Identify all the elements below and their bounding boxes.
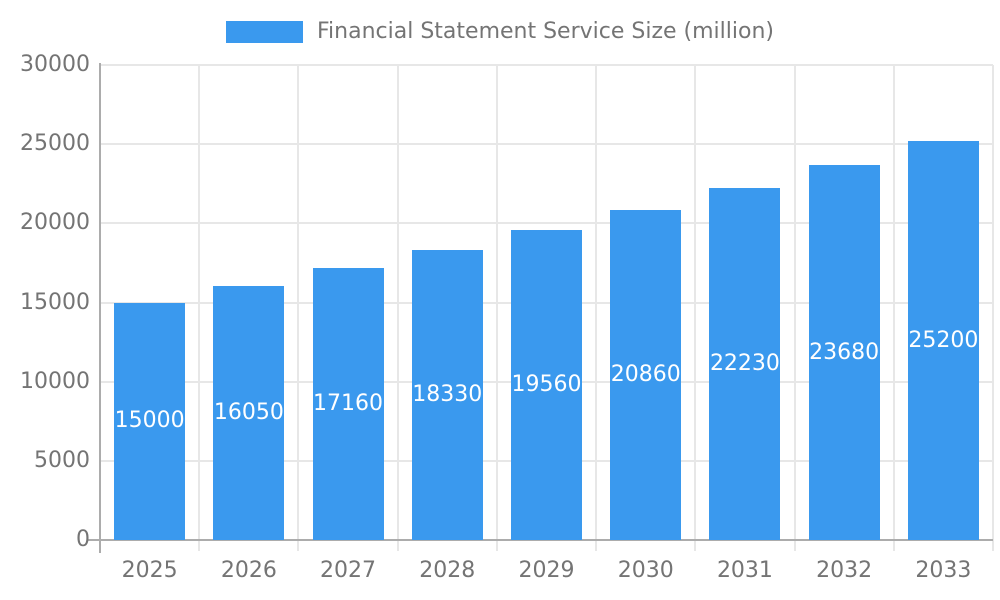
bar-value-label: 22230	[709, 351, 780, 376]
x-axis-tick	[892, 540, 895, 551]
bar-value-label: 16050	[213, 399, 284, 425]
bar[interactable]	[312, 268, 384, 540]
legend-label: Financial Statement Service Size (millio…	[317, 19, 774, 44]
y-axis-tick-label: 10000	[20, 368, 90, 394]
x-axis-tick-label: 2029	[518, 558, 575, 583]
x-axis-tick-label: 2027	[320, 558, 377, 583]
x-axis-tick	[495, 540, 498, 551]
x-axis-tick-label: 2025	[121, 558, 178, 583]
gridline-vertical	[396, 65, 399, 540]
gridline-horizontal	[100, 64, 993, 66]
gridline-horizontal	[100, 143, 993, 146]
x-axis-tick	[992, 540, 994, 551]
bar[interactable]	[114, 302, 186, 540]
x-axis-tick	[396, 540, 399, 551]
bar-value-label: 19560	[511, 372, 582, 398]
bar-value-label: 25200	[908, 327, 979, 353]
legend-swatch	[226, 21, 303, 43]
y-axis-tick-label: 5000	[34, 447, 90, 473]
x-axis-tick-label: 2028	[419, 558, 476, 583]
y-axis-tick-label: 15000	[20, 289, 90, 315]
y-axis-tick-label: 30000	[20, 52, 90, 77]
bar[interactable]	[610, 209, 682, 540]
bar[interactable]	[511, 230, 582, 540]
y-axis-tick-label: 0	[76, 527, 90, 552]
gridline-vertical	[793, 65, 796, 540]
bar-value-label: 20860	[610, 361, 681, 387]
legend[interactable]: Financial Statement Service Size (millio…	[0, 19, 1000, 45]
x-axis-tick-label: 2030	[617, 558, 674, 583]
x-axis-tick-label: 2026	[220, 558, 277, 583]
gridline-vertical	[992, 65, 994, 540]
y-axis-tick-label: 20000	[20, 210, 90, 236]
gridline-vertical	[892, 65, 895, 540]
x-axis-tick	[793, 540, 796, 551]
bar[interactable]	[213, 285, 285, 540]
x-axis-tick	[595, 540, 598, 551]
bar-value-label: 23680	[809, 339, 880, 365]
x-axis-tick-label: 2033	[915, 558, 972, 583]
x-axis-tick-label: 2032	[816, 558, 873, 583]
gridline-vertical	[595, 65, 598, 540]
bar[interactable]	[411, 249, 483, 540]
x-axis-tick-label: 2031	[716, 558, 773, 583]
bar[interactable]	[907, 141, 979, 540]
gridline-horizontal	[100, 222, 993, 225]
bar[interactable]	[709, 188, 781, 540]
gridline-vertical	[297, 65, 300, 540]
bar[interactable]	[808, 165, 880, 540]
gridline-vertical	[495, 65, 498, 540]
bar-value-label: 17160	[313, 391, 384, 417]
x-axis-tick	[694, 540, 697, 551]
bar-value-label: 18330	[412, 381, 483, 407]
bar-value-label: 15000	[114, 408, 185, 434]
gridline-vertical	[198, 65, 201, 540]
gridline-vertical	[694, 65, 697, 540]
x-axis-tick	[297, 540, 300, 551]
y-axis-tick-label: 25000	[20, 131, 90, 157]
x-axis-line	[88, 539, 993, 541]
y-axis-line	[99, 63, 101, 553]
x-axis-tick	[198, 540, 201, 551]
